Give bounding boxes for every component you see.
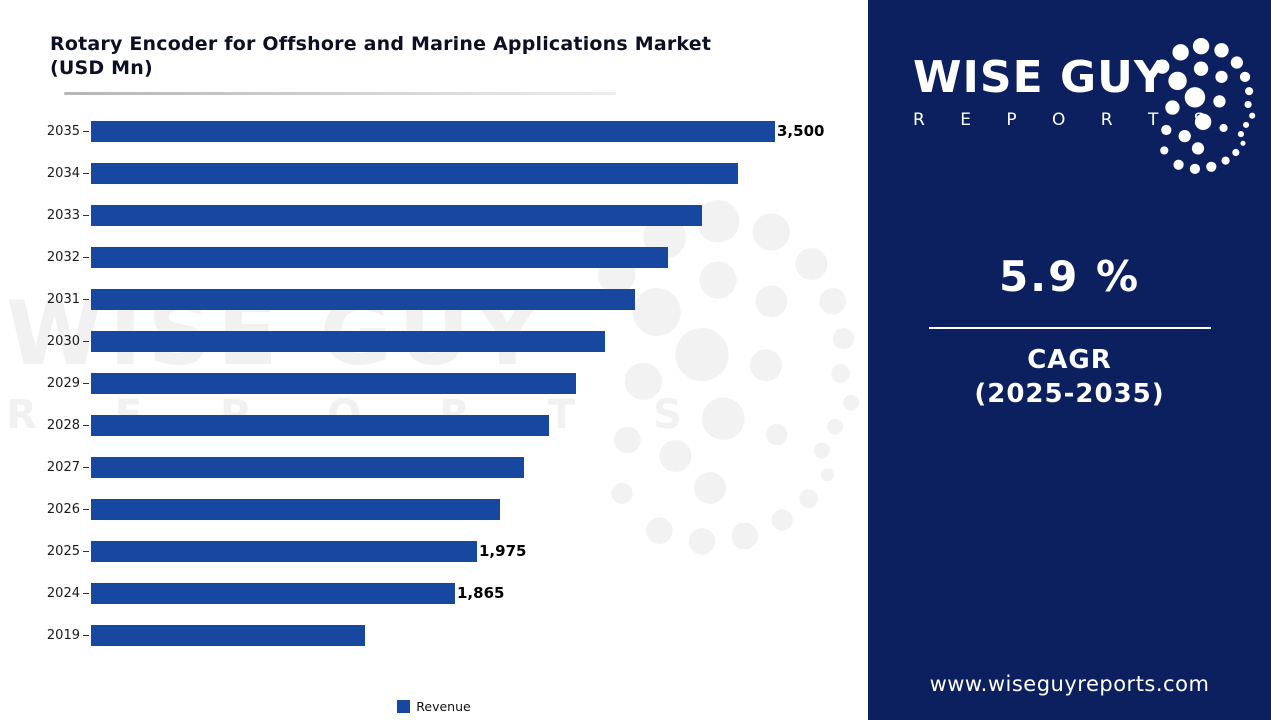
revenue-bar [91,414,549,436]
axis-tick [83,340,89,342]
revenue-bar [91,372,576,394]
revenue-bar [91,540,477,562]
bar-value-label: 3,500 [777,122,825,140]
axis-tick [83,382,89,384]
axis-tick [83,508,89,510]
year-label: 2030 [46,333,80,349]
bar-row: 2029 [36,362,846,404]
bar-row: 2031 [36,278,846,320]
brand-panel: WISE GUY R E P O R T S 5.9 % CAGR (2025-… [868,0,1271,720]
year-label: 2031 [46,291,80,307]
year-label: 2029 [46,375,80,391]
bar-row: 2026 [36,488,846,530]
bar-row: 2028 [36,404,846,446]
chart-section: WISE GUY R E P O R T S Rotary Encoder fo… [0,33,868,714]
bar-row: 2030 [36,320,846,362]
year-label: 2028 [46,417,80,433]
bar-value-label: 1,975 [479,542,527,560]
wise-guy-logo: WISE GUY R E P O R T S [913,38,1256,176]
year-label: 2034 [46,165,80,181]
website-url: www.wiseguyreports.com [929,672,1210,696]
axis-tick [83,634,89,636]
year-label: 2032 [46,249,80,265]
axis-tick [83,130,89,132]
chart-title: Rotary Encoder for Offshore and Marine A… [50,33,712,80]
title-divider [64,92,616,95]
bar-row: 2033 [36,194,846,236]
bar-row: 2025 1,975 [36,530,846,572]
year-label: 2019 [46,627,80,643]
bar-row: 2034 [36,152,846,194]
cagr-block: 5.9 % CAGR (2025-2035) [868,252,1271,409]
axis-tick [83,172,89,174]
revenue-bar [91,246,668,268]
revenue-bar [91,204,702,226]
axis-tick [83,466,89,468]
revenue-bar [91,624,365,646]
logo-wordmark: WISE GUY [913,52,1167,103]
legend: Revenue [0,699,868,714]
cagr-divider [928,327,1211,329]
axis-tick [83,214,89,216]
bar-row: 2027 [36,446,846,488]
revenue-bar [91,330,605,352]
dot-head-icon [1155,38,1256,174]
bar-row: 2035 3,500 [36,110,846,152]
revenue-bar [91,288,635,310]
bar-row: 2019 [36,614,846,656]
revenue-bar [91,456,524,478]
year-label: 2033 [46,207,80,223]
bar-row: 2024 1,865 [36,572,846,614]
year-label: 2027 [46,459,80,475]
year-label: 2024 [46,585,80,601]
revenue-bar [91,582,455,604]
revenue-bar [91,120,775,142]
revenue-bar [91,162,738,184]
year-label: 2035 [46,123,80,139]
axis-tick [83,424,89,426]
axis-tick [83,256,89,258]
bar-value-label: 1,865 [457,584,505,602]
axis-tick [83,298,89,300]
axis-tick [83,550,89,552]
legend-label: Revenue [416,699,471,714]
cagr-period: (2025-2035) [974,379,1165,409]
year-label: 2025 [46,543,80,559]
cagr-value: 5.9 % [998,252,1141,301]
bar-row: 2032 [36,236,846,278]
year-label: 2026 [46,501,80,517]
legend-swatch-revenue [397,700,411,713]
cagr-label: CAGR [1027,345,1112,375]
axis-tick [83,592,89,594]
revenue-bar [91,498,500,520]
bar-chart: 2035 3,500 2034 2033 2032 2031 2030 2029 2028 202… [36,110,846,656]
logo-subtitle: R E P O R T S [913,110,1220,130]
